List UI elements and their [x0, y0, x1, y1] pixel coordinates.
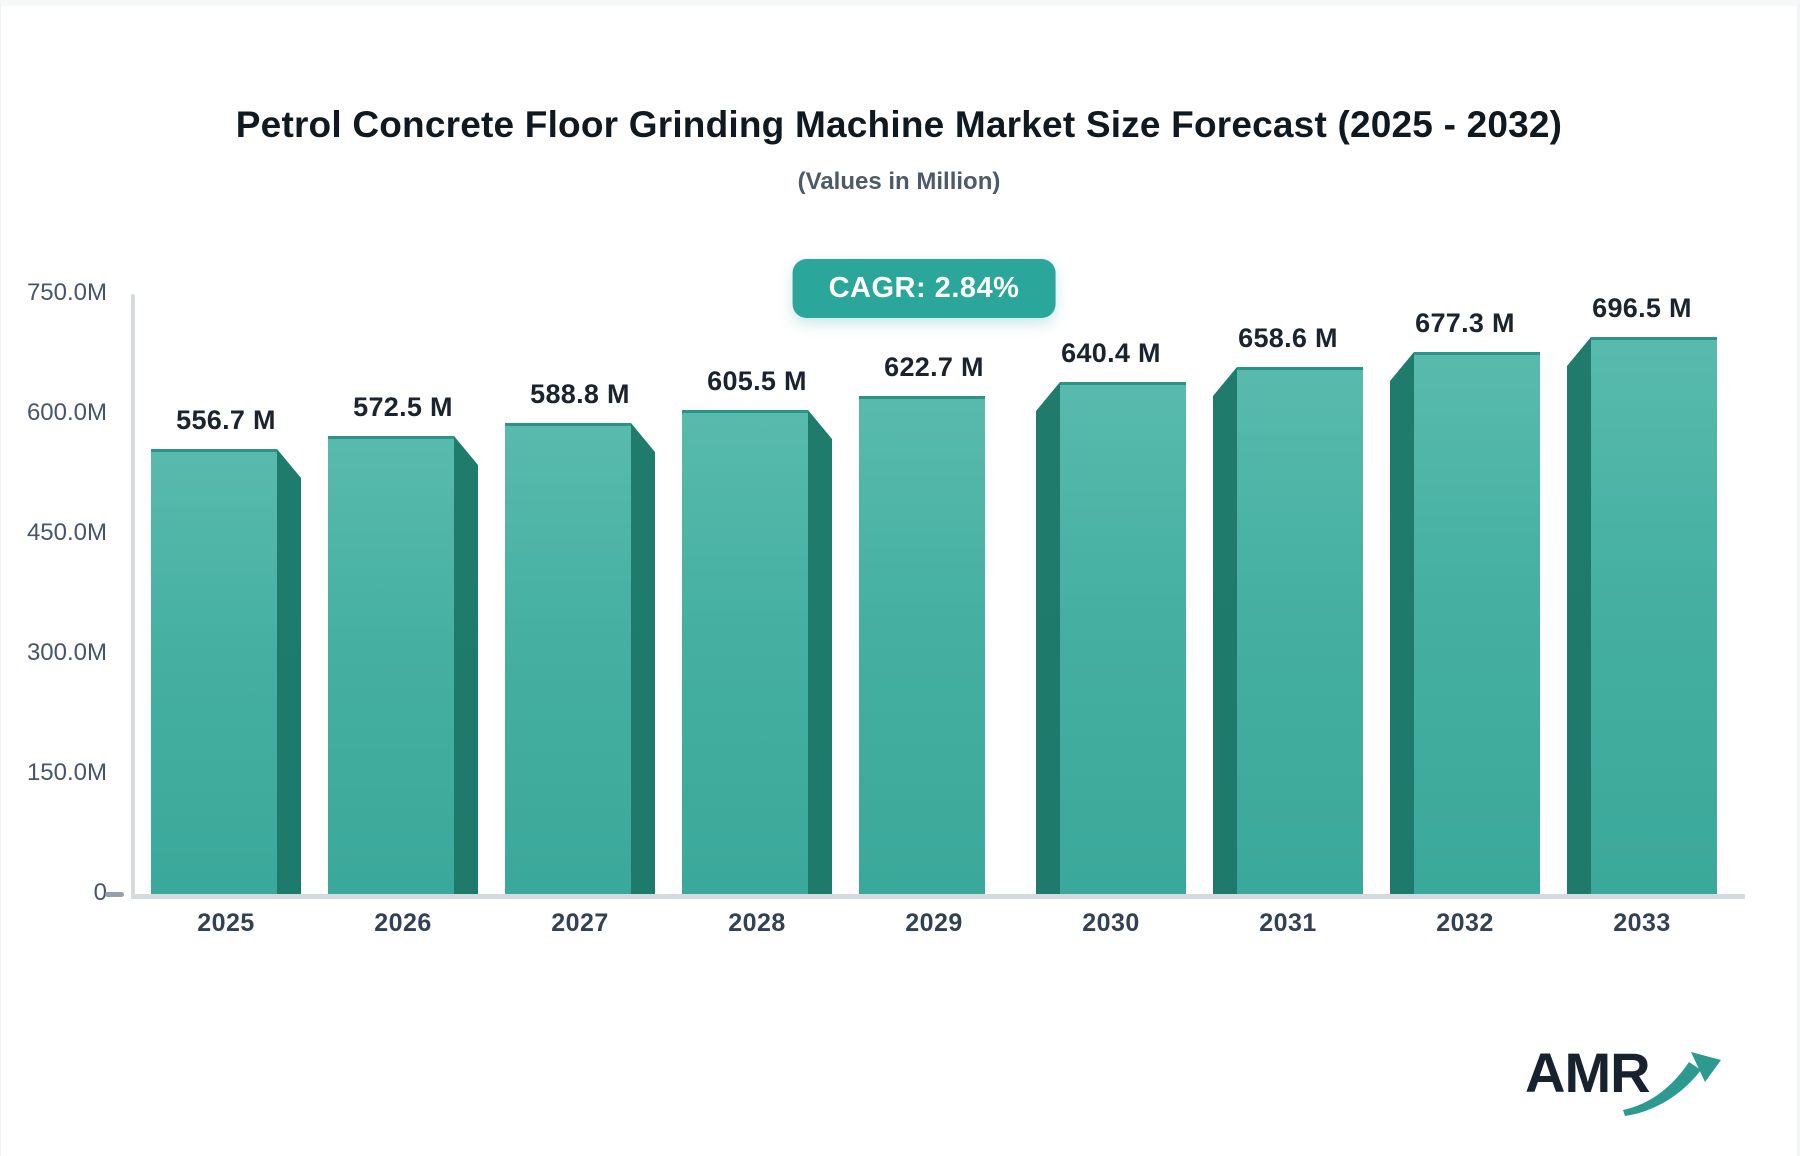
x-axis-year-label: 2027 [551, 909, 609, 937]
y-axis-line [131, 294, 135, 895]
y-axis-tick-label: 750.0M [26, 279, 107, 306]
bar-3d-side [1390, 352, 1414, 894]
bar-value-label: 556.7 M [176, 405, 276, 435]
bar-chart-plot-area: 750.0M 600.0M 450.0M 300.0M 150.0M 0 556.7 M 20… [1, 6, 1797, 1156]
x-axis-year-label: 2031 [1259, 909, 1317, 937]
bar-value-label: 605.5 M [707, 366, 807, 396]
bar-3d-side [808, 410, 832, 894]
x-axis-year-label: 2033 [1613, 909, 1671, 937]
bar-3d-side [1036, 382, 1060, 894]
chart-title: Petrol Concrete Floor Grinding Machine M… [235, 104, 1563, 145]
amr-logo-text: AMR [1525, 1041, 1651, 1104]
bar-value-label: 640.4 M [1061, 338, 1161, 368]
bar-face [682, 410, 808, 894]
x-axis-year-label: 2025 [197, 909, 255, 937]
bar-2029 [859, 396, 1009, 894]
bar-2030 [1036, 382, 1186, 894]
bar-value-label: 696.5 M [1592, 293, 1692, 323]
bar-face [1060, 382, 1186, 894]
bar-2025 [151, 449, 301, 894]
y-axis-tick-label: 0 [93, 879, 107, 906]
bar-face [859, 396, 985, 894]
bar-face [151, 449, 277, 894]
bar-value-label: 677.3 M [1415, 308, 1515, 338]
bar-2028 [682, 410, 832, 894]
x-axis-baseline [131, 894, 1745, 899]
bar-2031 [1213, 367, 1363, 894]
bar-3d-side [454, 436, 478, 894]
growth-arrow-icon [1623, 1052, 1721, 1116]
bar-value-label: 658.6 M [1238, 323, 1338, 353]
bar-3d-side [1567, 337, 1591, 894]
bar-face [1591, 337, 1717, 894]
bar-2033 [1567, 337, 1717, 894]
amr-logo: AMR [1525, 1036, 1725, 1126]
bar-value-label: 622.7 M [884, 352, 984, 382]
bar-2027 [505, 423, 655, 894]
bar-3d-side [277, 449, 301, 894]
x-axis-year-label: 2026 [374, 909, 432, 937]
bar-2026 [328, 436, 478, 894]
x-axis-year-label: 2030 [1082, 909, 1140, 937]
x-axis-year-label: 2029 [905, 909, 963, 937]
bar-face [1414, 352, 1540, 894]
bar-3d-side [1213, 367, 1237, 894]
y-axis-tick-label: 450.0M [26, 519, 107, 546]
y-axis-tick-label: 600.0M [26, 399, 107, 426]
bar-face [505, 423, 631, 894]
bar-value-label: 588.8 M [530, 379, 630, 409]
bar-2032 [1390, 352, 1540, 894]
bar-value-label: 572.5 M [353, 392, 453, 422]
bar-face [1237, 367, 1363, 894]
chart-subtitle: (Values in Million) [797, 168, 1001, 195]
x-axis-year-label: 2032 [1436, 909, 1494, 937]
zero-tick-mark [105, 892, 124, 897]
x-axis-year-label: 2028 [728, 909, 786, 937]
bar-face [328, 436, 454, 894]
y-axis-tick-label: 300.0M [26, 639, 107, 666]
cagr-badge: CAGR: 2.84% [792, 259, 1056, 318]
y-axis-tick-label: 150.0M [26, 759, 107, 786]
bar-3d-side [631, 423, 655, 894]
